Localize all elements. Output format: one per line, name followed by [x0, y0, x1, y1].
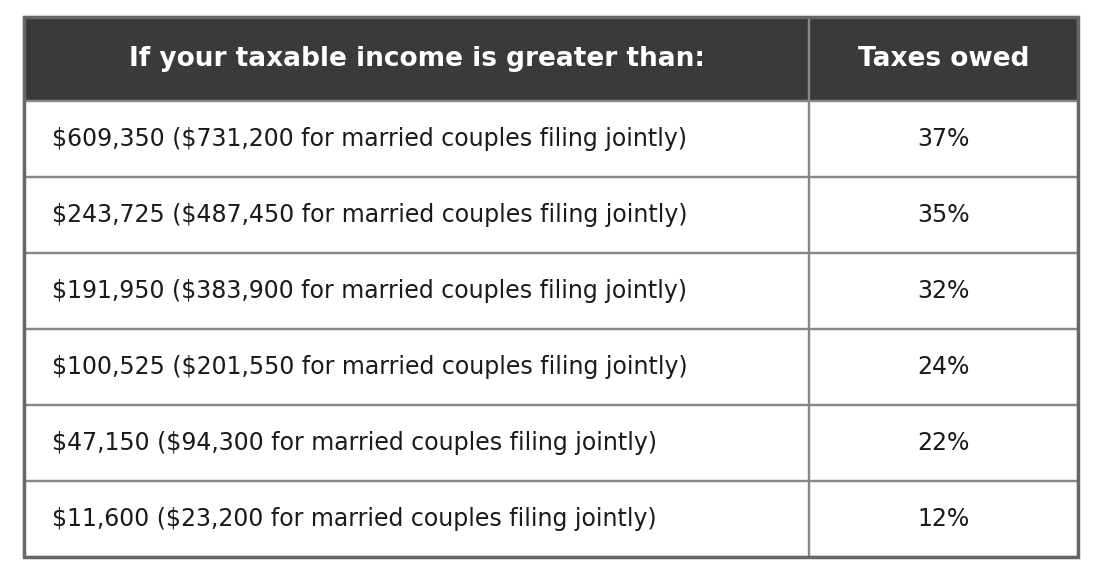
Bar [24, 481, 809, 557]
Text: $609,350 ($731,200 for married couples filing jointly): $609,350 ($731,200 for married couples f… [52, 127, 687, 151]
Text: 32%: 32% [917, 279, 970, 303]
Text: 22%: 22% [917, 431, 970, 455]
Bar [809, 17, 1078, 101]
Text: $191,950 ($383,900 for married couples filing jointly): $191,950 ($383,900 for married couples f… [52, 279, 687, 303]
Bar [24, 17, 809, 101]
Bar [809, 253, 1078, 329]
Bar [809, 481, 1078, 557]
Bar [809, 329, 1078, 405]
Bar [24, 253, 809, 329]
Text: 24%: 24% [917, 355, 970, 379]
Text: If your taxable income is greater than:: If your taxable income is greater than: [129, 46, 704, 72]
Text: $11,600 ($23,200 for married couples filing jointly): $11,600 ($23,200 for married couples fil… [52, 507, 657, 531]
Bar [24, 329, 809, 405]
Text: 35%: 35% [917, 203, 970, 227]
Bar [24, 177, 809, 253]
Bar [24, 101, 809, 177]
Text: Taxes owed: Taxes owed [857, 46, 1029, 72]
Text: 37%: 37% [917, 127, 970, 151]
Bar [809, 177, 1078, 253]
Text: $100,525 ($201,550 for married couples filing jointly): $100,525 ($201,550 for married couples f… [52, 355, 688, 379]
Bar [24, 405, 809, 481]
Bar [809, 405, 1078, 481]
Text: 12%: 12% [917, 507, 970, 531]
Bar [809, 101, 1078, 177]
Text: $243,725 ($487,450 for married couples filing jointly): $243,725 ($487,450 for married couples f… [52, 203, 688, 227]
Text: $47,150 ($94,300 for married couples filing jointly): $47,150 ($94,300 for married couples fil… [52, 431, 657, 455]
